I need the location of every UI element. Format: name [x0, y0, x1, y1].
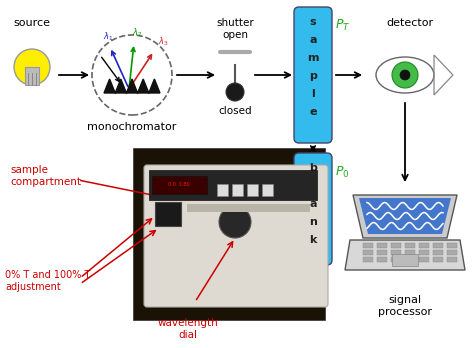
Circle shape — [392, 62, 418, 88]
Text: $P_0$: $P_0$ — [335, 165, 349, 180]
Text: $\lambda_2$: $\lambda_2$ — [132, 26, 142, 39]
Ellipse shape — [376, 57, 434, 93]
Text: closed: closed — [218, 106, 252, 116]
Bar — [447, 243, 457, 248]
Bar — [25, 67, 39, 85]
Polygon shape — [345, 240, 465, 270]
Bar — [405, 243, 415, 248]
Polygon shape — [359, 198, 451, 234]
Bar — [377, 257, 387, 262]
Bar — [363, 243, 373, 248]
Bar — [433, 243, 443, 248]
Text: source: source — [13, 18, 51, 28]
Bar — [133, 148, 325, 320]
Bar — [433, 257, 443, 262]
Bar — [187, 204, 310, 212]
Text: detector: detector — [386, 18, 434, 28]
Bar — [217, 184, 228, 196]
Bar — [377, 250, 387, 255]
Text: n: n — [309, 217, 317, 227]
Circle shape — [400, 70, 410, 80]
Bar — [419, 250, 429, 255]
Circle shape — [14, 49, 50, 85]
Bar — [155, 202, 181, 226]
Text: $\lambda_3$: $\lambda_3$ — [158, 35, 169, 48]
Text: b: b — [309, 163, 317, 173]
Bar — [232, 184, 243, 196]
Bar — [447, 250, 457, 255]
Text: $P_T$: $P_T$ — [335, 18, 350, 33]
Polygon shape — [104, 79, 160, 93]
Circle shape — [226, 83, 244, 101]
Text: signal
processor: signal processor — [378, 295, 432, 317]
Polygon shape — [353, 195, 457, 238]
Bar — [149, 170, 317, 200]
Text: 0% T and 100% T
adjustment: 0% T and 100% T adjustment — [5, 270, 91, 292]
FancyBboxPatch shape — [294, 153, 332, 265]
Bar — [419, 257, 429, 262]
Text: $\lambda_1$: $\lambda_1$ — [103, 31, 113, 43]
Text: a: a — [309, 199, 317, 209]
Text: monochromator: monochromator — [87, 122, 177, 132]
Bar — [363, 250, 373, 255]
Bar — [152, 176, 207, 194]
Bar — [405, 257, 415, 262]
Bar — [405, 250, 415, 255]
Text: l: l — [311, 181, 315, 191]
Text: l: l — [311, 89, 315, 99]
Bar — [247, 184, 258, 196]
Text: a: a — [309, 35, 317, 45]
FancyBboxPatch shape — [294, 7, 332, 143]
Text: m: m — [307, 53, 319, 63]
FancyBboxPatch shape — [144, 165, 328, 307]
Bar — [262, 184, 273, 196]
Bar — [433, 250, 443, 255]
Bar — [391, 250, 401, 255]
Text: shutter
open: shutter open — [216, 18, 254, 40]
Bar — [377, 243, 387, 248]
Circle shape — [219, 206, 251, 238]
Bar — [391, 243, 401, 248]
Text: 0.0  1.80: 0.0 1.80 — [168, 182, 190, 188]
Text: sample
compartment: sample compartment — [10, 165, 81, 187]
Bar — [447, 257, 457, 262]
Bar — [363, 257, 373, 262]
Bar — [419, 243, 429, 248]
Text: k: k — [310, 235, 317, 245]
Bar — [391, 257, 401, 262]
Text: wavelength
dial: wavelength dial — [158, 318, 219, 340]
Bar — [392, 254, 418, 266]
Text: e: e — [309, 107, 317, 117]
Text: s: s — [310, 17, 316, 27]
Text: p: p — [309, 71, 317, 81]
